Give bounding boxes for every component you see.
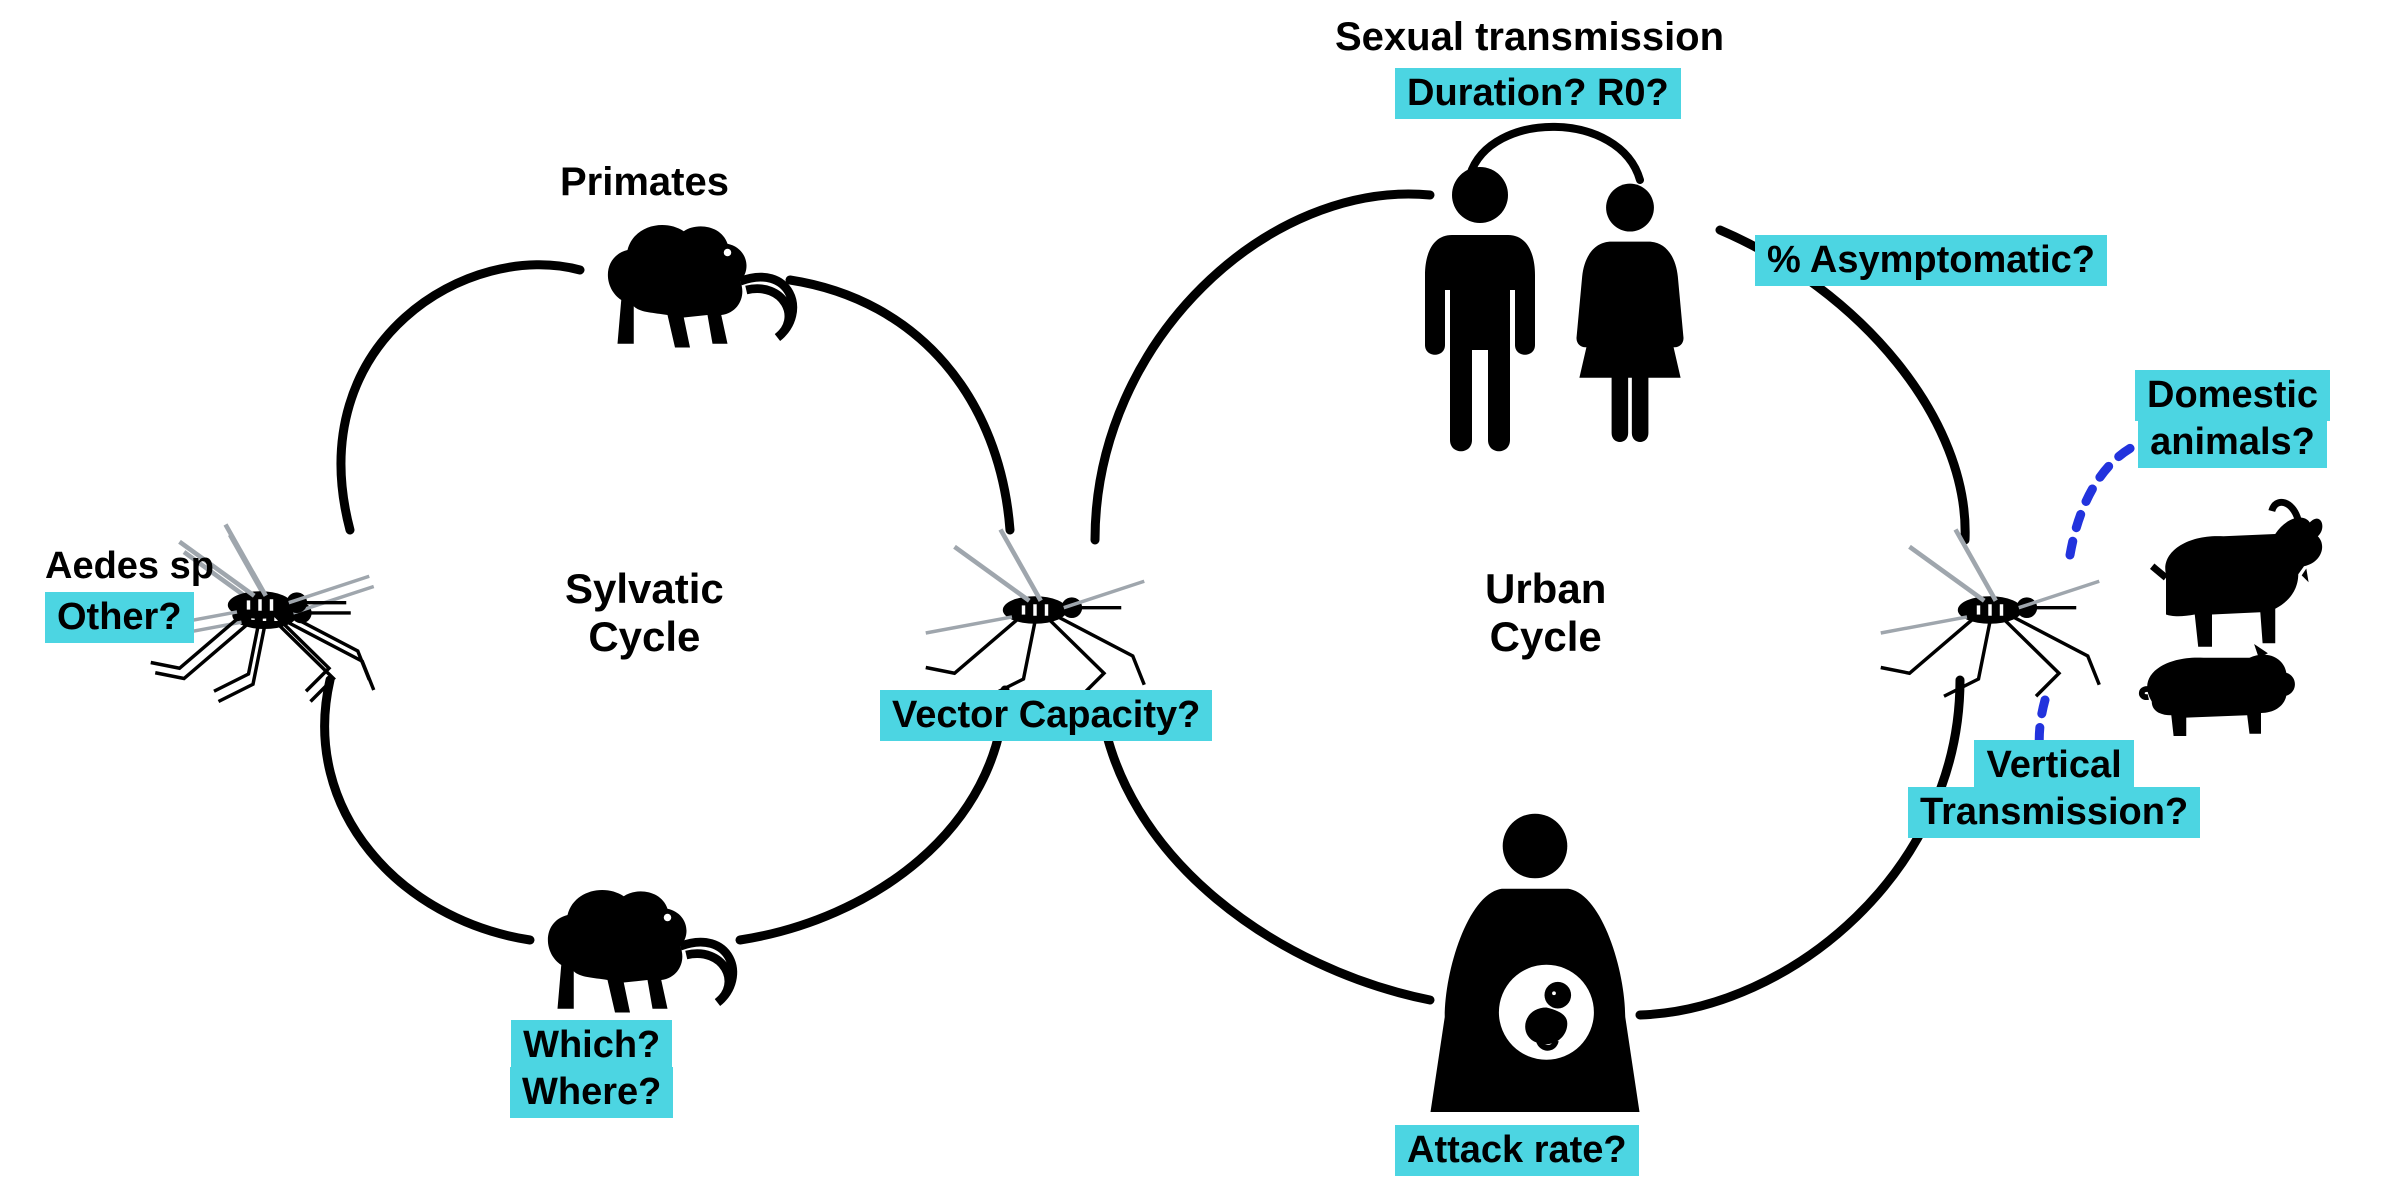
vector-capacity-highlight: Vector Capacity? (880, 690, 1212, 741)
urban-arc (1095, 194, 1430, 540)
monkey-icon-bottom (548, 890, 733, 1013)
mosquito-icon-center (926, 530, 1145, 697)
which-where-block: Which? Where? (510, 1020, 673, 1118)
sylvatic-arc (325, 680, 530, 940)
sexual-transmission-label: Sexual transmission (1335, 15, 1724, 60)
asymptomatic-highlight: % Asymptomatic? (1755, 235, 2107, 286)
which-highlight: Which? (511, 1020, 672, 1071)
domestic-animals-block: Domestic animals? (2135, 370, 2330, 468)
sylvatic-arc (341, 265, 580, 530)
vertical-line1: Vertical (1974, 740, 2133, 791)
urban-arc (1100, 700, 1430, 1000)
aedes-label: Aedes sp (45, 545, 214, 588)
sylvatic-line1: Sylvatic (565, 565, 724, 612)
attack-rate-highlight: Attack rate? (1395, 1125, 1639, 1176)
diagram-stage: Sylvatic Cycle Urban Cycle Primates Aede… (0, 0, 2388, 1200)
vertical-line2: Transmission? (1908, 787, 2200, 838)
pig-icon (2142, 644, 2295, 736)
man-icon (1425, 167, 1535, 451)
where-highlight: Where? (510, 1067, 673, 1118)
duration-r0-highlight: Duration? R0? (1395, 68, 1681, 119)
urban-line1: Urban (1485, 565, 1606, 612)
sylvatic-line2: Cycle (588, 613, 700, 660)
pregnant-woman-icon (1431, 814, 1640, 1112)
goat-icon (2152, 502, 2322, 646)
urban-line2: Cycle (1490, 613, 1602, 660)
other-highlight: Other? (45, 592, 194, 643)
monkey-icon-top (608, 225, 793, 348)
urban-arc (1640, 680, 1960, 1015)
primates-label: Primates (560, 160, 729, 205)
sylvatic-center-label: Sylvatic Cycle (565, 565, 724, 661)
domestic-line2: animals? (2138, 417, 2327, 468)
urban-center-label: Urban Cycle (1485, 565, 1606, 661)
sylvatic-arc (790, 280, 1010, 530)
domestic-line1: Domestic (2135, 370, 2330, 421)
woman-icon (1576, 184, 1683, 442)
diagram-svg (0, 0, 2388, 1200)
vertical-transmission-block: Vertical Transmission? (1908, 740, 2200, 838)
